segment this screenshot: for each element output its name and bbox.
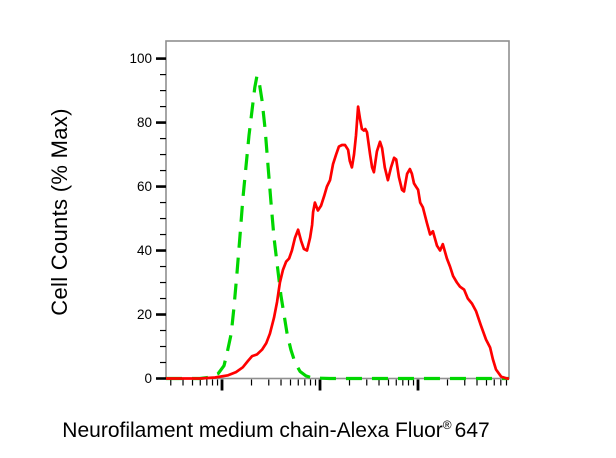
control-curve [166, 74, 509, 381]
y-tick-label: 80 [137, 115, 152, 130]
plot-frame [165, 40, 510, 380]
y-axis-tick-labels: 0 20 40 60 80 100 [129, 51, 152, 386]
y-tick-label: 100 [129, 51, 152, 66]
sample-curve [166, 105, 509, 380]
x-axis-ticks [170, 379, 508, 391]
y-axis-ticks [156, 57, 166, 380]
x-axis-label-suffix: 647 [454, 419, 490, 442]
y-axis-label: Cell Counts (% Max) [47, 108, 73, 315]
x-axis-label: Neurofilament medium chain-Alexa Fluor® 6… [62, 419, 489, 443]
y-tick-label: 40 [137, 243, 152, 258]
y-tick-label: 20 [137, 307, 152, 322]
y-tick-label: 60 [137, 179, 152, 194]
x-axis-label-text: Neurofilament medium chain-Alexa Fluor [62, 419, 443, 442]
y-tick-label: 0 [144, 371, 152, 386]
y-axis-label-text: Cell Counts (% Max) [47, 108, 72, 316]
registered-trademark-symbol: ® [442, 418, 452, 432]
